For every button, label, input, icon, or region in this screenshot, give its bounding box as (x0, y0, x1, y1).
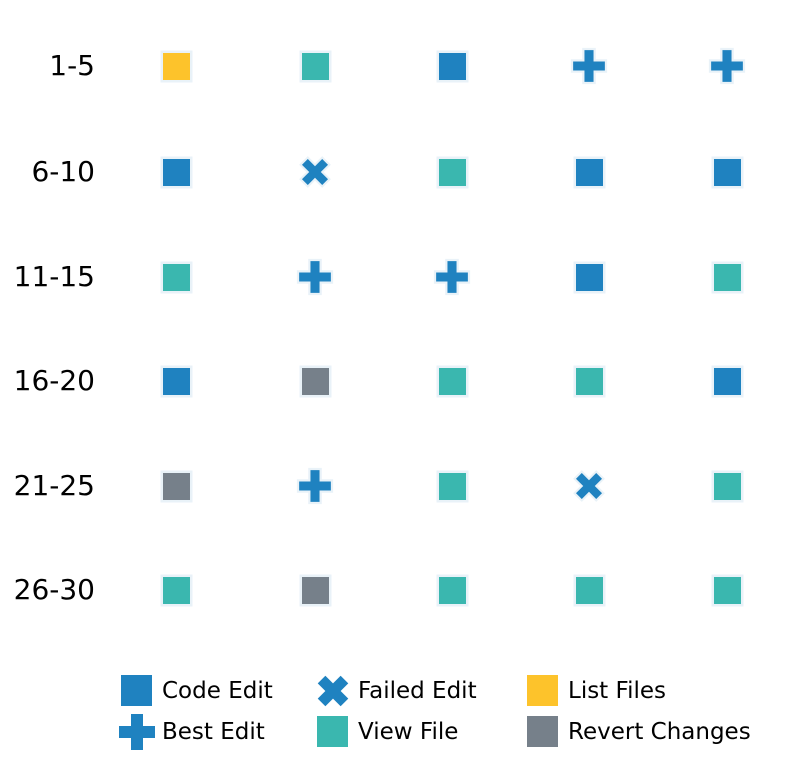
y-tick-label: 6-10 (31, 155, 95, 188)
view-file-icon (438, 158, 466, 186)
best-edit-icon (296, 258, 334, 296)
legend-marker-box (118, 713, 155, 750)
revert-changes-icon (162, 472, 190, 500)
legend-label: View File (358, 718, 459, 745)
legend-marker-box (314, 672, 351, 709)
code-edit-icon (162, 158, 190, 186)
legend-item-revert-changes: Revert Changes (524, 711, 804, 752)
code-edit-icon (713, 367, 741, 395)
code-edit-icon (575, 158, 603, 186)
legend-item-code-edit: Code Edit (118, 670, 314, 711)
legend-label: Code Edit (162, 677, 273, 704)
view-file-icon (575, 576, 603, 604)
revert-changes-icon (301, 367, 329, 395)
y-tick-label: 11-15 (13, 260, 95, 293)
legend-marker-box (118, 672, 155, 709)
y-tick-label: 1-5 (49, 49, 95, 82)
legend-marker-box (524, 713, 561, 750)
best-edit-icon (433, 258, 471, 296)
legend-label: List Files (568, 677, 666, 704)
best-edit-icon (118, 713, 155, 750)
code-edit-icon (575, 263, 603, 291)
view-file-icon (713, 472, 741, 500)
code-edit-icon (121, 675, 152, 706)
revert-changes-icon (301, 576, 329, 604)
view-file-icon (438, 472, 466, 500)
best-edit-icon (296, 467, 334, 505)
y-tick-label: 26-30 (13, 573, 95, 606)
legend-item-failed-edit: Failed Edit (314, 670, 524, 711)
list-files-icon (527, 675, 558, 706)
y-tick-label: 21-25 (13, 469, 95, 502)
revert-changes-icon (527, 716, 558, 747)
y-tick-label: 16-20 (13, 364, 95, 397)
legend-item-best-edit: Best Edit (118, 711, 314, 752)
code-edit-icon (438, 52, 466, 80)
legend-label: Revert Changes (568, 718, 751, 745)
view-file-icon (162, 576, 190, 604)
failed-edit-icon (573, 470, 605, 502)
legend: Code Edit Failed Edit List Files Best Edit V… (118, 670, 808, 752)
legend-row: Code Edit Failed Edit List Files (118, 670, 808, 711)
code-edit-icon (713, 158, 741, 186)
list-files-icon (162, 52, 190, 80)
legend-label: Failed Edit (358, 677, 477, 704)
failed-edit-icon (299, 156, 331, 188)
legend-marker-box (524, 672, 561, 709)
legend-item-list-files: List Files (524, 670, 804, 711)
code-edit-icon (162, 367, 190, 395)
best-edit-icon (708, 47, 746, 85)
legend-label: Best Edit (162, 718, 265, 745)
view-file-icon (301, 52, 329, 80)
legend-item-view-file: View File (314, 711, 524, 752)
best-edit-icon (570, 47, 608, 85)
view-file-icon (713, 576, 741, 604)
view-file-icon (713, 263, 741, 291)
view-file-icon (575, 367, 603, 395)
view-file-icon (438, 367, 466, 395)
view-file-icon (162, 263, 190, 291)
failed-edit-icon (317, 675, 348, 706)
view-file-icon (438, 576, 466, 604)
view-file-icon (317, 716, 348, 747)
legend-marker-box (314, 713, 351, 750)
legend-row: Best Edit View File Revert Changes (118, 711, 808, 752)
